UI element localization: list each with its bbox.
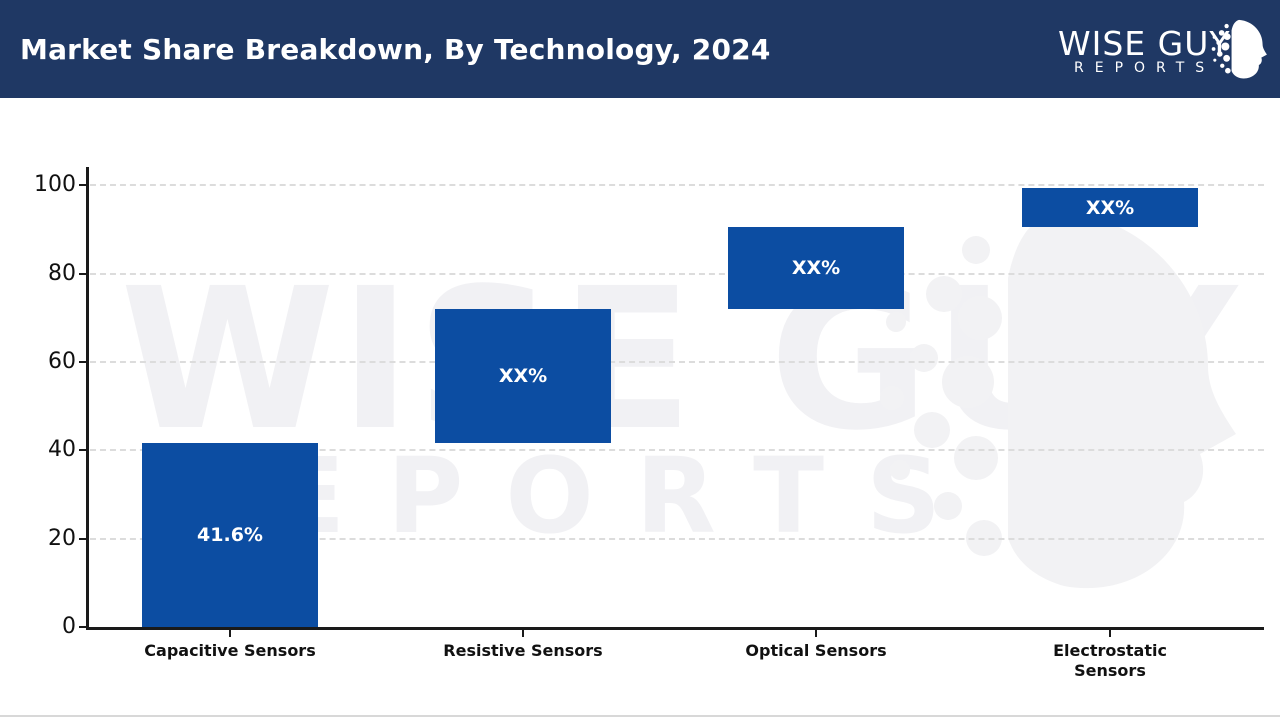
- bar-capacitive-sensors: 41.6%: [142, 443, 318, 627]
- y-axis-line: [86, 167, 89, 629]
- gridline-y80: [90, 272, 1264, 275]
- bar-electrostatic-sensors: XX%: [1022, 187, 1198, 228]
- y-tick: [79, 272, 88, 275]
- bar-value-label: 41.6%: [197, 524, 263, 547]
- y-tick: [79, 449, 88, 452]
- gridline-y40: [90, 449, 1264, 452]
- gridline-y20: [90, 537, 1264, 540]
- y-tick-label: 20: [48, 525, 76, 551]
- x-category-label: Optical Sensors: [745, 641, 887, 660]
- header-banner: Market Share Breakdown, By Technology, 2…: [0, 0, 1280, 98]
- logo-subtext: REPORTS: [1074, 60, 1216, 76]
- bottom-divider: [0, 715, 1280, 717]
- y-tick: [79, 184, 88, 187]
- x-category-label: Capacitive Sensors: [144, 641, 316, 660]
- gridline-y60: [90, 360, 1264, 363]
- y-tick-label: 100: [34, 172, 76, 198]
- wiseguy-logo: WISE GUY REPORTS: [1022, 0, 1272, 98]
- bar-optical-sensors: XX%: [728, 227, 904, 310]
- bar-value-label: XX%: [498, 365, 548, 388]
- x-tick: [815, 629, 817, 637]
- x-tick: [522, 629, 524, 637]
- y-tick: [79, 360, 88, 363]
- x-category-label: Electrostatic Sensors: [1053, 641, 1167, 680]
- logo-wordmark: WISE GUY: [1058, 24, 1231, 63]
- x-tick: [1109, 629, 1111, 637]
- y-tick-label: 60: [48, 348, 76, 374]
- bar-resistive-sensors: XX%: [435, 309, 611, 444]
- y-tick: [79, 537, 88, 540]
- y-tick: [79, 626, 88, 628]
- x-tick: [229, 629, 231, 637]
- bar-value-label: XX%: [791, 257, 841, 280]
- y-tick-label: 40: [48, 437, 76, 463]
- x-category-label: Resistive Sensors: [443, 641, 603, 660]
- y-tick-label: 80: [48, 260, 76, 286]
- bar-value-label: XX%: [1085, 196, 1135, 219]
- chart-title: Market Share Breakdown, By Technology, 2…: [20, 32, 771, 66]
- y-tick-label: 0: [62, 614, 76, 639]
- gridline-y100: [90, 184, 1264, 187]
- wiseguy-head-icon: [1211, 19, 1267, 79]
- x-axis-line: [86, 627, 1264, 630]
- watermark-head-icon: [880, 210, 1236, 589]
